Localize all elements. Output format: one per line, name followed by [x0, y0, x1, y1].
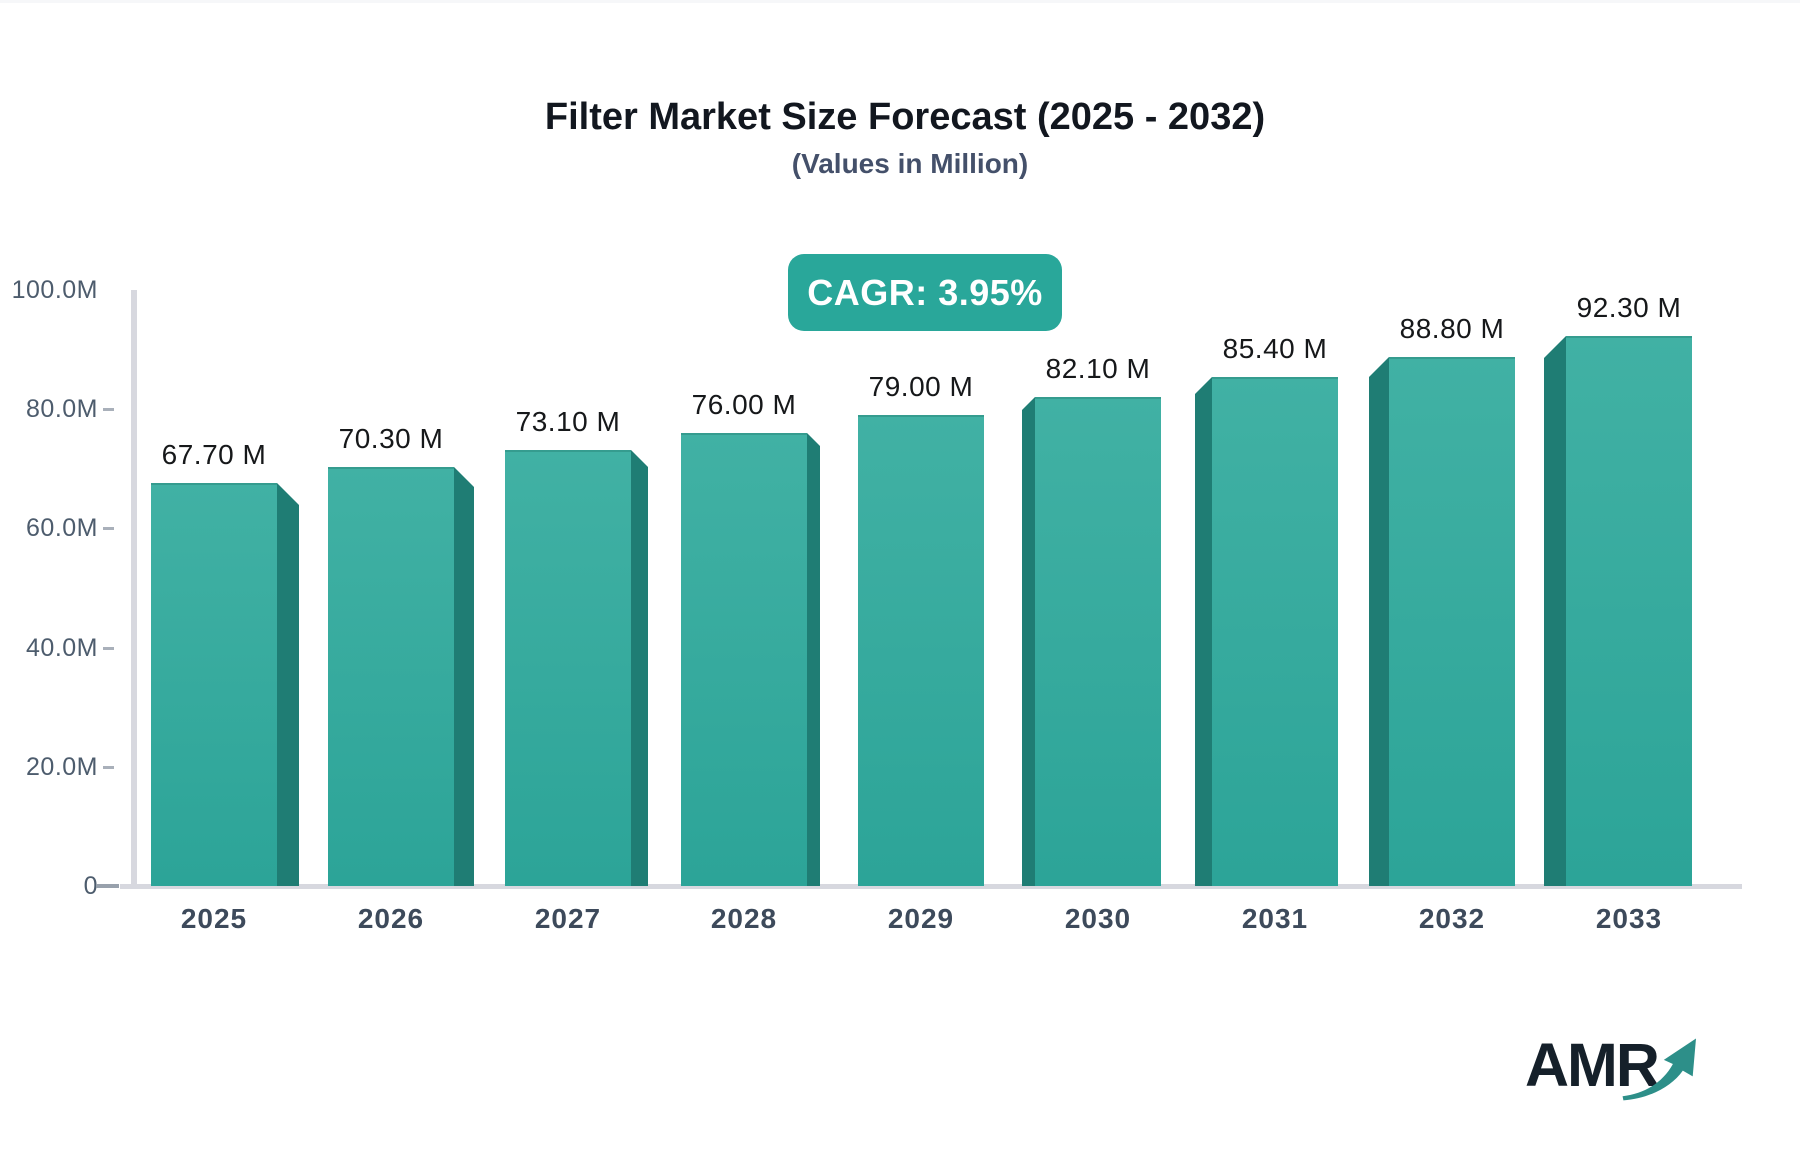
bar-side-shadow [454, 467, 474, 886]
bar-side-shadow [277, 483, 299, 886]
cagr-badge: CAGR: 3.95% [788, 254, 1062, 331]
chart-title: Filter Market Size Forecast (2025 - 2032… [544, 96, 1266, 138]
bar-face [858, 415, 984, 886]
bar-face [1389, 357, 1515, 886]
y-axis-tick-label: 0 [83, 872, 98, 900]
bar-2025[interactable] [151, 483, 299, 886]
x-axis-label-2033: 2033 [1595, 903, 1663, 934]
bar-2032[interactable] [1369, 357, 1515, 886]
bar-2027[interactable] [505, 450, 648, 886]
amr-logo-text: AMR [1525, 1031, 1660, 1099]
bar-value-label: 76.00 M [691, 389, 797, 420]
bar-value-label: 85.40 M [1222, 333, 1328, 364]
x-axis-label-2030: 2030 [1064, 903, 1132, 934]
amr-logo: AMR [1525, 1030, 1735, 1120]
y-axis-tick-mark [103, 646, 114, 650]
y-axis-tick-label: 60.0M [26, 514, 98, 543]
page-top-border [0, 0, 1800, 3]
bar-face [1566, 336, 1692, 886]
bar-face [1035, 397, 1161, 886]
bar-2030[interactable] [1022, 397, 1161, 886]
x-axis-label-2025: 2025 [180, 903, 248, 934]
bar-2029[interactable] [858, 415, 984, 886]
bar-2031[interactable] [1195, 377, 1338, 886]
y-axis-tick-mark [103, 527, 114, 531]
bar-2026[interactable] [328, 467, 474, 886]
bar-value-label: 82.10 M [1045, 353, 1151, 384]
bar-value-label: 67.70 M [161, 439, 267, 470]
bar-value-label: 79.00 M [868, 371, 974, 402]
bar-side-shadow [807, 433, 820, 886]
bar-side-shadow [1544, 336, 1566, 886]
x-axis-label-2026: 2026 [357, 903, 425, 934]
y-axis-tick-mark [96, 884, 119, 888]
y-axis-tick-label: 40.0M [26, 633, 98, 662]
bar-2033[interactable] [1544, 336, 1692, 886]
bar-side-shadow [1022, 397, 1035, 886]
bar-face [681, 433, 807, 886]
bar-face [151, 483, 277, 886]
y-axis-line [131, 290, 137, 888]
x-axis-line [120, 884, 1742, 889]
bar-value-label: 73.10 M [515, 406, 621, 437]
y-axis-tick-mark [103, 765, 114, 769]
bar-value-label: 70.30 M [338, 423, 444, 454]
x-axis-label-2028: 2028 [710, 903, 778, 934]
growth-arrow-icon [1622, 1038, 1696, 1101]
x-axis-label-2029: 2029 [887, 903, 955, 934]
x-axis-label-2031: 2031 [1241, 903, 1309, 934]
bar-face [505, 450, 631, 886]
x-axis-label-2032: 2032 [1418, 903, 1486, 934]
y-axis-tick-label: 80.0M [26, 395, 98, 424]
y-axis-tick-mark [103, 408, 114, 412]
y-axis-tick-label: 20.0M [26, 752, 98, 781]
bar-side-shadow [1369, 357, 1389, 886]
bar-value-label: 92.30 M [1576, 292, 1682, 323]
bar-face [328, 467, 454, 886]
x-axis-label-2027: 2027 [534, 903, 602, 934]
bar-value-label: 88.80 M [1399, 313, 1505, 344]
bar-2028[interactable] [681, 433, 820, 886]
bar-side-shadow [1195, 377, 1212, 886]
bar-face [1212, 377, 1338, 886]
y-axis-tick-label: 100.0M [11, 276, 98, 304]
bar-side-shadow [631, 450, 648, 886]
chart-subtitle: (Values in Million) [791, 148, 1029, 179]
